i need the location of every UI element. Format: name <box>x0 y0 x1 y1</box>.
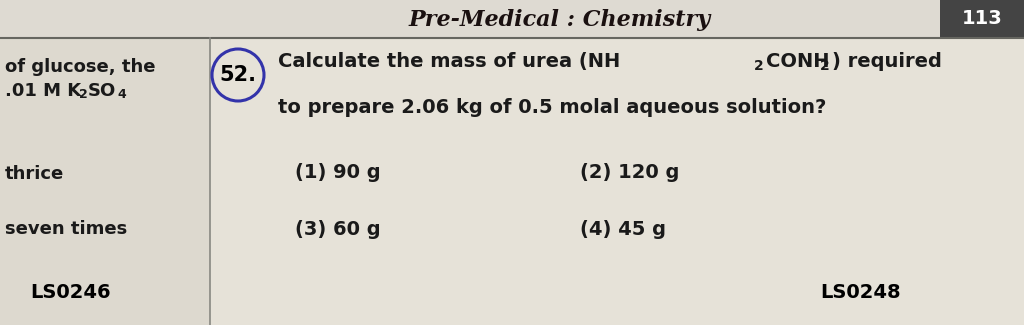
Text: Pre-Medical : Chemistry: Pre-Medical : Chemistry <box>409 9 711 31</box>
Text: of glucose, the: of glucose, the <box>5 58 156 76</box>
Text: 52.: 52. <box>219 65 256 85</box>
Text: 4: 4 <box>117 88 126 101</box>
Text: 2: 2 <box>754 59 764 73</box>
Text: (1) 90 g: (1) 90 g <box>295 163 381 182</box>
Text: 2: 2 <box>820 59 829 73</box>
Text: seven times: seven times <box>5 220 127 238</box>
Text: (4) 45 g: (4) 45 g <box>580 220 666 239</box>
FancyBboxPatch shape <box>0 38 210 325</box>
Text: 2: 2 <box>79 88 88 101</box>
FancyBboxPatch shape <box>0 0 940 38</box>
Text: LS0246: LS0246 <box>30 283 111 302</box>
Text: ) required: ) required <box>831 52 942 71</box>
Text: (3) 60 g: (3) 60 g <box>295 220 381 239</box>
Text: SO: SO <box>88 82 117 100</box>
Text: Calculate the mass of urea (NH: Calculate the mass of urea (NH <box>278 52 621 71</box>
Text: .01 M K: .01 M K <box>5 82 81 100</box>
Text: (2) 120 g: (2) 120 g <box>580 163 679 182</box>
Text: to prepare 2.06 kg of 0.5 molal aqueous solution?: to prepare 2.06 kg of 0.5 molal aqueous … <box>278 98 826 117</box>
Text: CONH: CONH <box>766 52 829 71</box>
Text: 113: 113 <box>962 9 1002 29</box>
Text: LS0248: LS0248 <box>820 283 901 302</box>
FancyBboxPatch shape <box>210 38 1024 325</box>
FancyBboxPatch shape <box>940 0 1024 38</box>
Text: thrice: thrice <box>5 165 65 183</box>
